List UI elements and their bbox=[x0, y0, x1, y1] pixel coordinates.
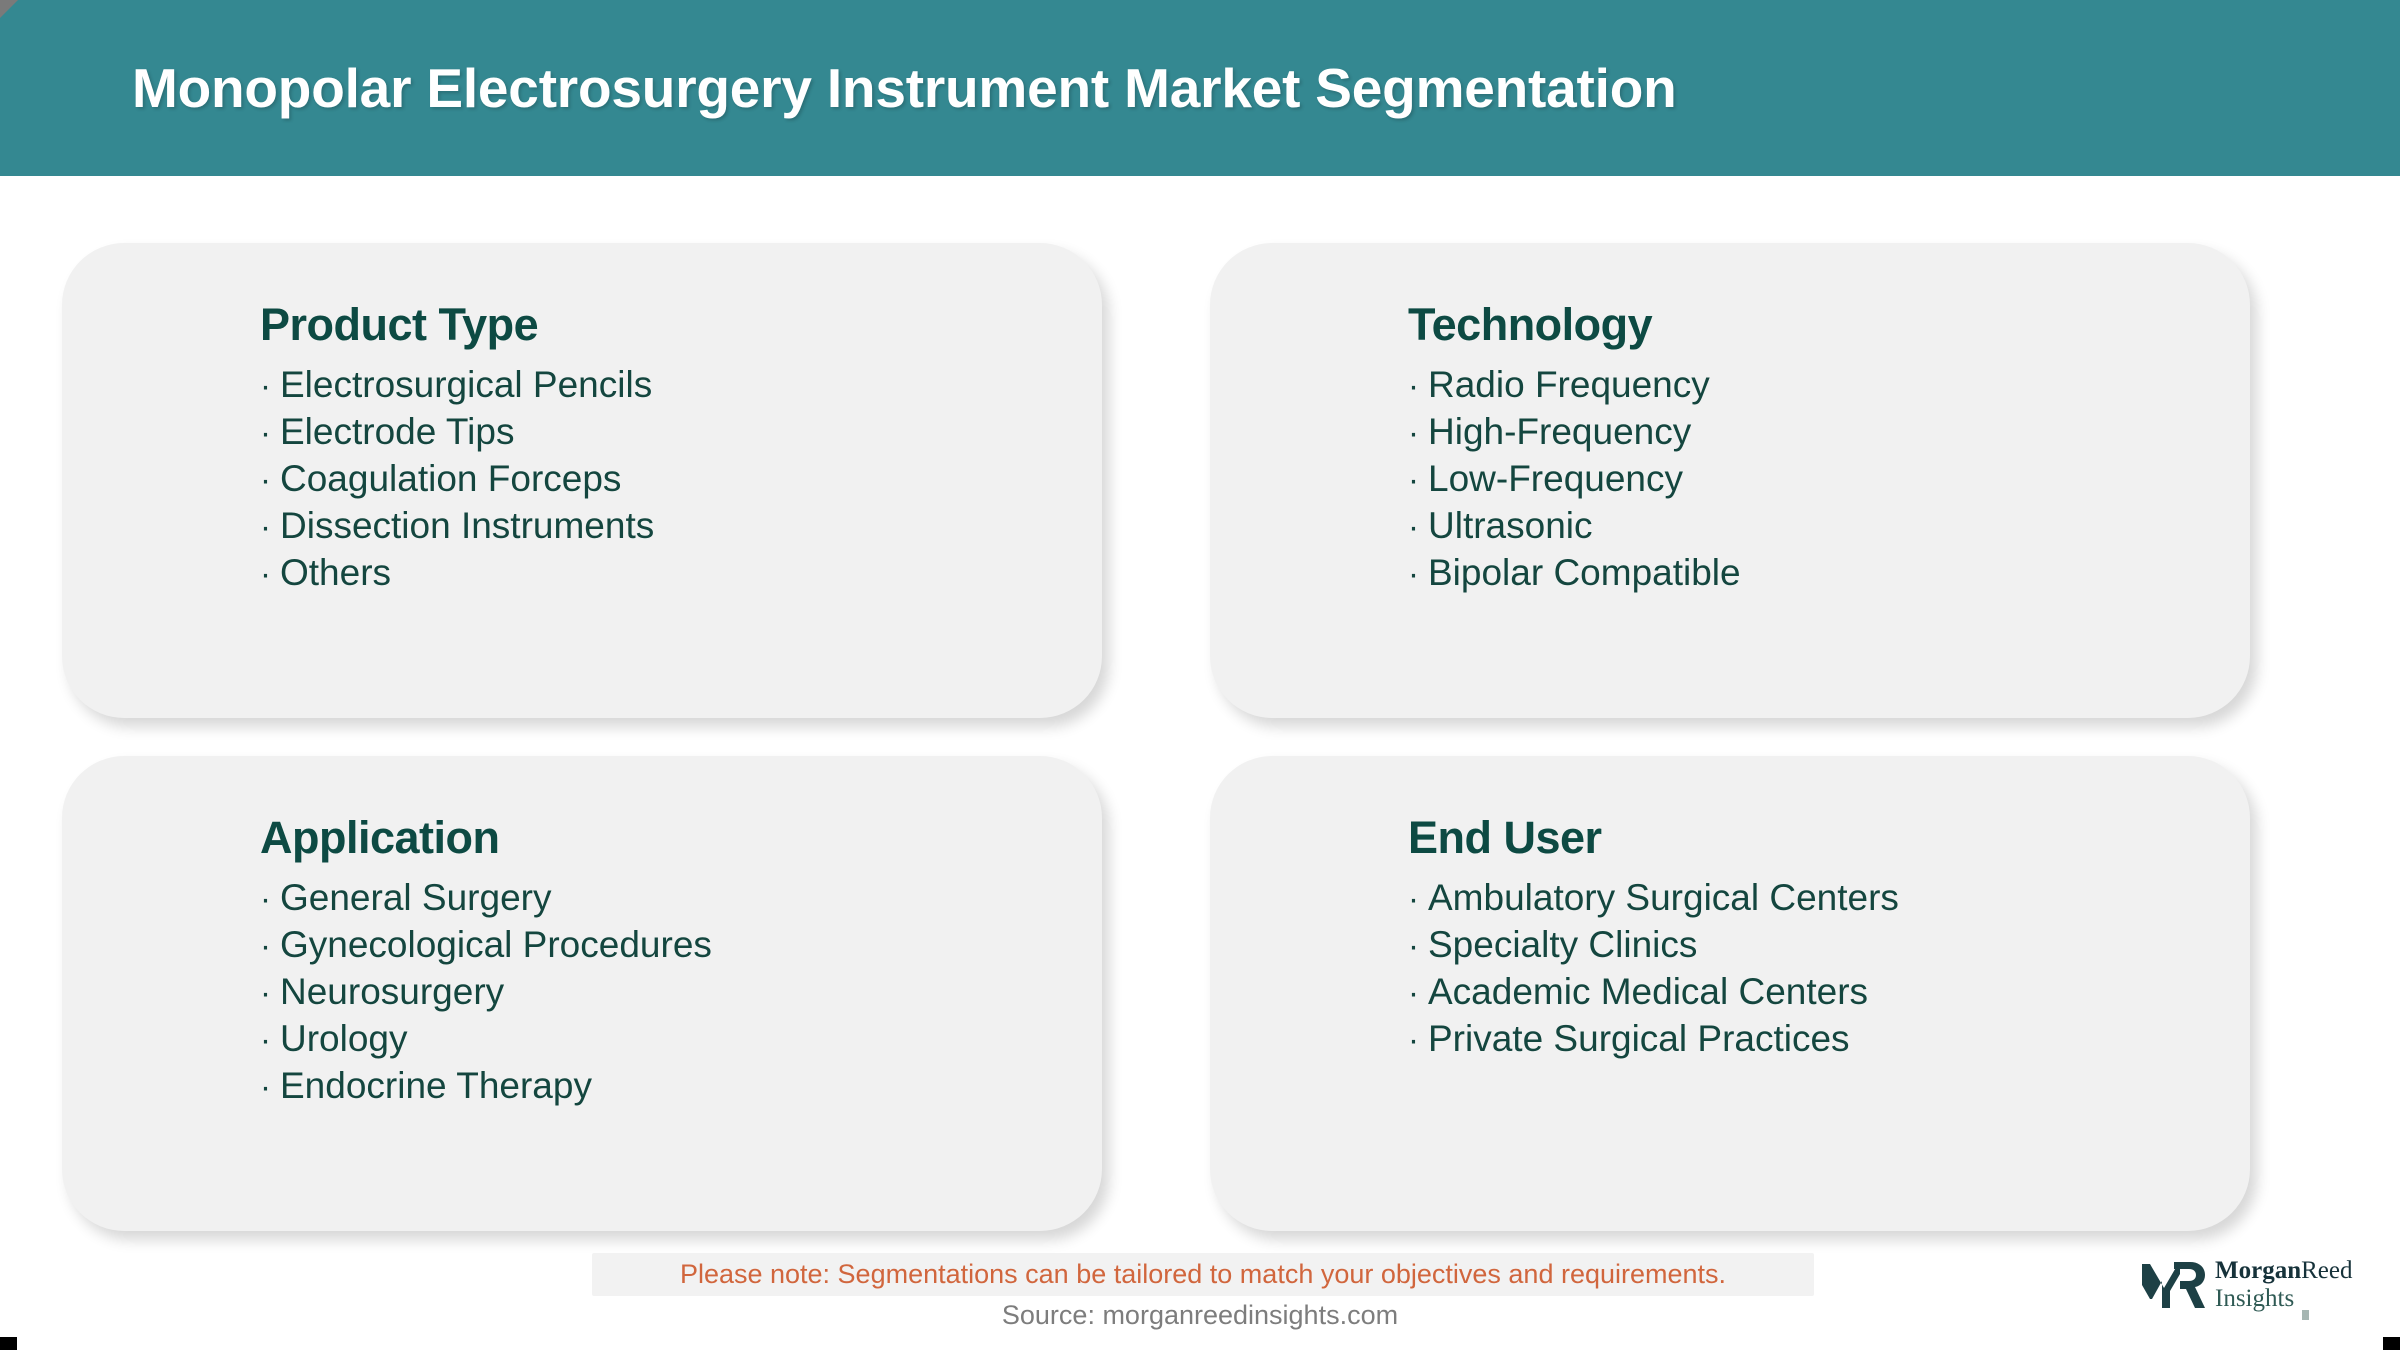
list-item-label: Academic Medical Centers bbox=[1428, 971, 1869, 1013]
bullet-icon: · bbox=[1408, 927, 1419, 965]
card-title: End User bbox=[1408, 812, 1602, 863]
edge-speck bbox=[2302, 1310, 2309, 1320]
segmentation-card-technology: Technology · Radio Frequency · High-Freque… bbox=[1210, 243, 2250, 718]
bullet-icon: · bbox=[260, 880, 271, 918]
list-item-label: Others bbox=[280, 552, 392, 594]
corner-mark-bottom-right bbox=[2383, 1337, 2400, 1350]
list-item: · Specialty Clinics bbox=[1408, 922, 2180, 969]
source-text: Source: morganreedinsights.com bbox=[1001, 1300, 1399, 1330]
bullet-icon: · bbox=[260, 1068, 271, 1106]
list-item: · Private Surgical Practices bbox=[1408, 1016, 2180, 1063]
card-item-list: · Radio Frequency · High-Frequency · Low-Fr… bbox=[1408, 362, 2180, 597]
list-item-label: General Surgery bbox=[280, 877, 552, 919]
list-item-label: Gynecological Procedures bbox=[280, 924, 712, 966]
customization-note-banner: Please note: Segmentations can be tailor… bbox=[592, 1253, 1814, 1296]
card-item-list: · Electrosurgical Pencils · Electrode Tips… bbox=[260, 362, 1032, 597]
list-item-label: High-Frequency bbox=[1428, 411, 1692, 453]
bullet-icon: · bbox=[260, 927, 271, 965]
bullet-icon: · bbox=[1408, 414, 1419, 452]
mr-monogram-icon bbox=[2142, 1261, 2205, 1308]
list-item-label: Bipolar Compatible bbox=[1428, 552, 1741, 594]
brand-name-bold: Morgan bbox=[2215, 1257, 2302, 1284]
card-title: Application bbox=[260, 812, 500, 863]
bullet-icon: · bbox=[1408, 880, 1419, 918]
bullet-icon: · bbox=[1408, 555, 1419, 593]
brand-name-regular: Reed bbox=[2301, 1257, 2353, 1284]
list-item: · Dissection Instruments bbox=[260, 503, 1032, 550]
page-title: Monopolar Electrosurgery Instrument Mark… bbox=[132, 57, 1677, 119]
segmentation-card-end-user: End User · Ambulatory Surgical Centers · S… bbox=[1210, 756, 2250, 1231]
card-item-list: · Ambulatory Surgical Centers · Specialty … bbox=[1408, 875, 2180, 1063]
list-item: · Others bbox=[260, 550, 1032, 597]
list-item-label: Low-Frequency bbox=[1428, 458, 1684, 500]
list-item-label: Specialty Clinics bbox=[1428, 924, 1698, 966]
corner-mark-bottom-left bbox=[0, 1337, 17, 1350]
list-item: · High-Frequency bbox=[1408, 409, 2180, 456]
bullet-icon: · bbox=[1408, 367, 1419, 405]
list-item-label: Electrode Tips bbox=[280, 411, 515, 453]
page-header: Monopolar Electrosurgery Instrument Mark… bbox=[0, 0, 2400, 176]
card-item-list: · General Surgery · Gynecological Procedur… bbox=[260, 875, 1032, 1110]
list-item: · Ambulatory Surgical Centers bbox=[1408, 875, 2180, 922]
list-item: · Urology bbox=[260, 1016, 1032, 1063]
list-item: · Bipolar Compatible bbox=[1408, 550, 2180, 597]
bullet-icon: · bbox=[260, 974, 271, 1012]
brand-logo-wordmark: MorganReed Insights bbox=[2215, 1258, 2352, 1311]
segmentation-card-application: Application · General Surgery · Gynecologi… bbox=[62, 756, 1102, 1231]
list-item-label: Electrosurgical Pencils bbox=[280, 364, 653, 406]
brand-logo-tagline: Insights bbox=[2215, 1285, 2295, 1312]
list-item: · Coagulation Forceps bbox=[260, 456, 1032, 503]
list-item-label: Dissection Instruments bbox=[280, 505, 655, 547]
list-item: · Electrosurgical Pencils bbox=[260, 362, 1032, 409]
brand-logo: MorganReed Insights bbox=[2140, 1258, 2352, 1311]
bullet-icon: · bbox=[1408, 461, 1419, 499]
list-item-label: Ambulatory Surgical Centers bbox=[1428, 877, 1899, 919]
bullet-icon: · bbox=[260, 461, 271, 499]
card-title: Technology bbox=[1408, 299, 1653, 350]
list-item: · Academic Medical Centers bbox=[1408, 969, 2180, 1016]
list-item: · Gynecological Procedures bbox=[260, 922, 1032, 969]
customization-note-text: Please note: Segmentations can be tailor… bbox=[679, 1259, 1727, 1289]
list-item-label: Radio Frequency bbox=[1428, 364, 1710, 406]
header-corner-notch bbox=[0, 0, 18, 18]
list-item-label: Private Surgical Practices bbox=[1428, 1018, 1850, 1060]
segmentation-card-product-type: Product Type · Electrosurgical Pencils · E… bbox=[62, 243, 1102, 718]
list-item: · Radio Frequency bbox=[1408, 362, 2180, 409]
list-item: · Ultrasonic bbox=[1408, 503, 2180, 550]
brand-logo-name: MorganReed bbox=[2215, 1258, 2352, 1283]
bullet-icon: · bbox=[1408, 974, 1419, 1012]
bullet-icon: · bbox=[1408, 1021, 1419, 1059]
list-item-label: Urology bbox=[280, 1018, 408, 1060]
list-item: · Low-Frequency bbox=[1408, 456, 2180, 503]
bullet-icon: · bbox=[260, 555, 271, 593]
list-item: · General Surgery bbox=[260, 875, 1032, 922]
list-item: · Endocrine Therapy bbox=[260, 1063, 1032, 1110]
bullet-icon: · bbox=[260, 1021, 271, 1059]
card-title: Product Type bbox=[260, 299, 539, 350]
list-item: · Neurosurgery bbox=[260, 969, 1032, 1016]
bullet-icon: · bbox=[260, 367, 271, 405]
list-item-label: Neurosurgery bbox=[280, 971, 505, 1013]
list-item-label: Coagulation Forceps bbox=[280, 458, 622, 500]
list-item-label: Ultrasonic bbox=[1428, 505, 1593, 547]
bullet-icon: · bbox=[1408, 508, 1419, 546]
bullet-icon: · bbox=[260, 508, 271, 546]
list-item-label: Endocrine Therapy bbox=[280, 1065, 592, 1107]
bullet-icon: · bbox=[260, 414, 271, 452]
list-item: · Electrode Tips bbox=[260, 409, 1032, 456]
